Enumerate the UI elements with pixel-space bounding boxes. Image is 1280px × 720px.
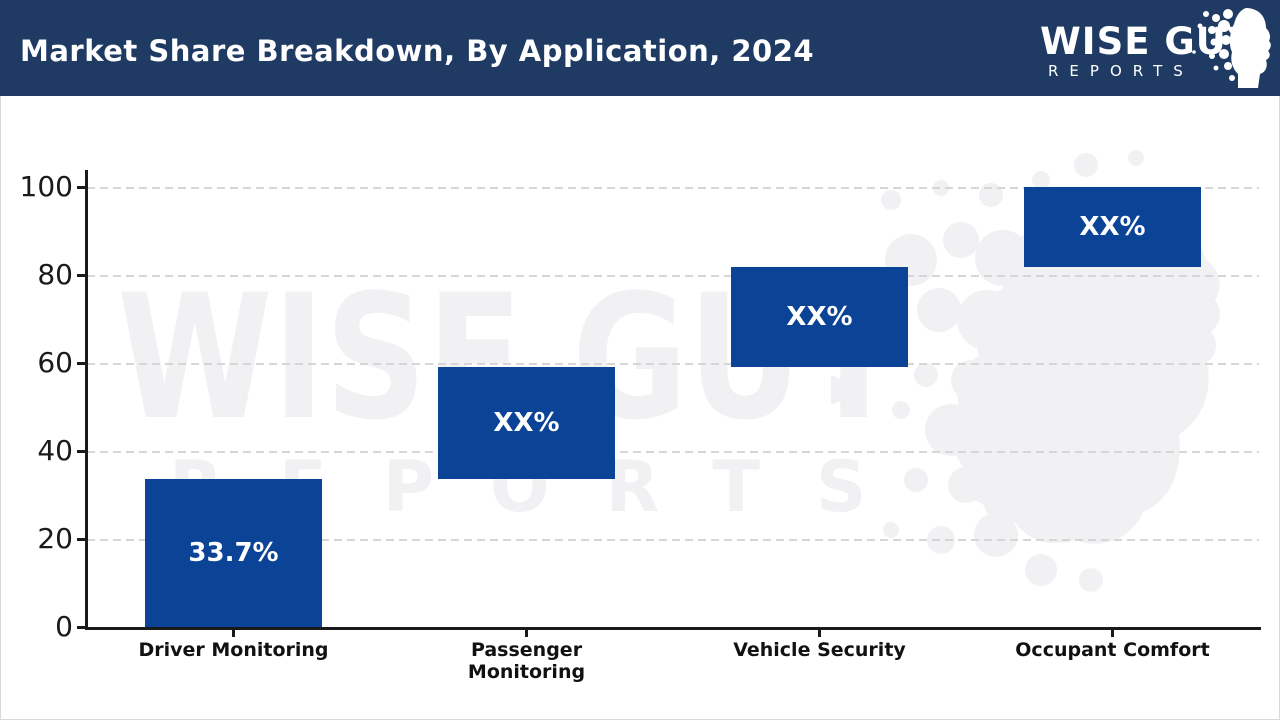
x-tick-mark <box>525 629 528 637</box>
header-bar: Market Share Breakdown, By Application, … <box>0 0 1280 96</box>
logo-wordmark: WISE GUY <box>1040 20 1255 63</box>
y-tick-label: 100 <box>19 170 73 203</box>
y-tick-mark <box>77 626 86 629</box>
bar-value-label: XX% <box>493 407 560 438</box>
gridline <box>87 275 1259 277</box>
gridline <box>87 539 1259 541</box>
x-category-label: Driver Monitoring <box>138 639 329 661</box>
gridline <box>87 451 1259 453</box>
x-tick-mark <box>818 629 821 637</box>
logo-subtext: REPORTS <box>1048 62 1194 80</box>
page-title: Market Share Breakdown, By Application, … <box>20 34 815 68</box>
watermark-head-icon <box>831 150 1220 592</box>
plot-area: 33.7% XX% XX% XX% <box>87 187 1259 629</box>
x-category-label: Passenger Monitoring <box>467 639 586 683</box>
bar-value-label: 33.7% <box>188 537 279 568</box>
y-tick-mark <box>77 186 86 189</box>
logo-head-icon <box>1192 8 1271 88</box>
y-axis-spine <box>85 170 88 629</box>
y-tick-label: 80 <box>37 258 73 291</box>
gridline <box>87 187 1259 189</box>
bar-occupant-comfort: XX% <box>1024 187 1201 268</box>
x-category-label: Vehicle Security <box>733 639 906 661</box>
x-tick-mark <box>232 629 235 637</box>
x-axis-spine <box>85 627 1261 630</box>
y-tick-mark <box>77 274 86 277</box>
y-tick-mark <box>77 362 86 365</box>
y-tick-mark <box>77 450 86 453</box>
bar-driver-monitoring: 33.7% <box>145 478 322 627</box>
x-tick-mark <box>1111 629 1114 637</box>
y-tick-label: 0 <box>55 610 73 643</box>
wiseguy-logo: WISE GUY REPORTS <box>1004 0 1274 96</box>
y-tick-label: 40 <box>37 434 73 467</box>
bar-vehicle-security: XX% <box>731 267 908 367</box>
y-tick-label: 60 <box>37 346 73 379</box>
bar-value-label: XX% <box>1079 212 1146 243</box>
gridline <box>87 363 1259 365</box>
y-tick-label: 20 <box>37 522 73 555</box>
y-tick-mark <box>77 538 86 541</box>
x-category-label: Occupant Comfort <box>1015 639 1210 661</box>
bar-value-label: XX% <box>786 301 853 332</box>
bar-passenger-monitoring: XX% <box>438 366 615 479</box>
